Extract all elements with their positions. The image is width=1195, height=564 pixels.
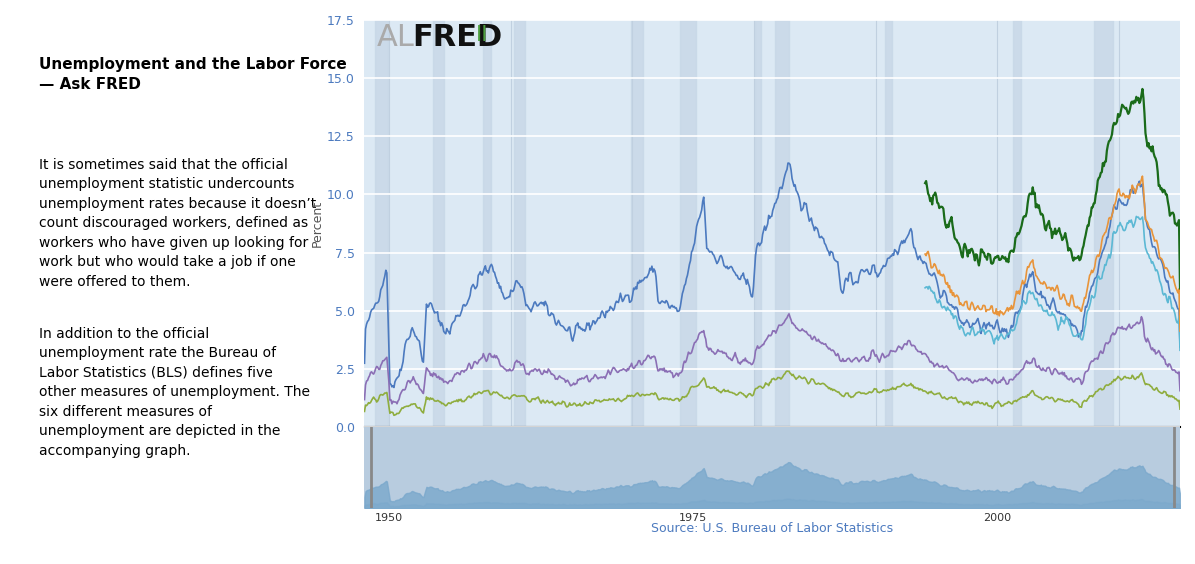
Bar — [1093, 20, 1113, 427]
Text: It is sometimes said that the official
unemployment statistic undercounts
unempl: It is sometimes said that the official u… — [39, 157, 317, 289]
Bar — [755, 20, 761, 427]
Bar — [631, 20, 643, 427]
Bar — [514, 20, 525, 427]
Text: Unemployment and the Labor Force
— Ask FRED: Unemployment and the Labor Force — Ask F… — [39, 57, 348, 92]
Bar — [483, 20, 491, 427]
Bar — [885, 20, 891, 427]
Text: FRED: FRED — [412, 23, 503, 51]
Text: ll: ll — [476, 25, 488, 45]
Bar — [680, 20, 695, 427]
Bar — [433, 20, 443, 427]
Bar — [375, 20, 387, 427]
Text: In addition to the official
unemployment rate the Bureau of
Labor Statistics (BL: In addition to the official unemployment… — [39, 327, 311, 458]
Bar — [774, 20, 789, 427]
Y-axis label: Percent: Percent — [311, 200, 324, 247]
Text: Source: U.S. Bureau of Labor Statistics: Source: U.S. Bureau of Labor Statistics — [651, 522, 894, 535]
Bar — [1013, 20, 1021, 427]
Text: AL: AL — [376, 23, 415, 51]
